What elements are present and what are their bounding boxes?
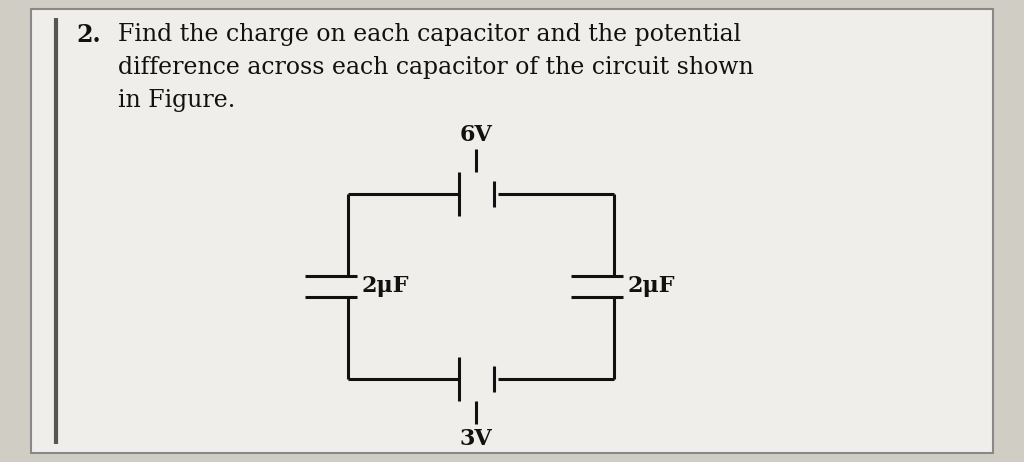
Text: Find the charge on each capacitor and the potential
difference across each capac: Find the charge on each capacitor and th… [118, 23, 754, 112]
Text: 6V: 6V [460, 124, 493, 146]
Text: 2μF: 2μF [361, 275, 409, 298]
Text: 2.: 2. [77, 23, 101, 47]
FancyBboxPatch shape [31, 9, 993, 453]
Text: 3V: 3V [460, 428, 493, 450]
Text: 2μF: 2μF [628, 275, 675, 298]
